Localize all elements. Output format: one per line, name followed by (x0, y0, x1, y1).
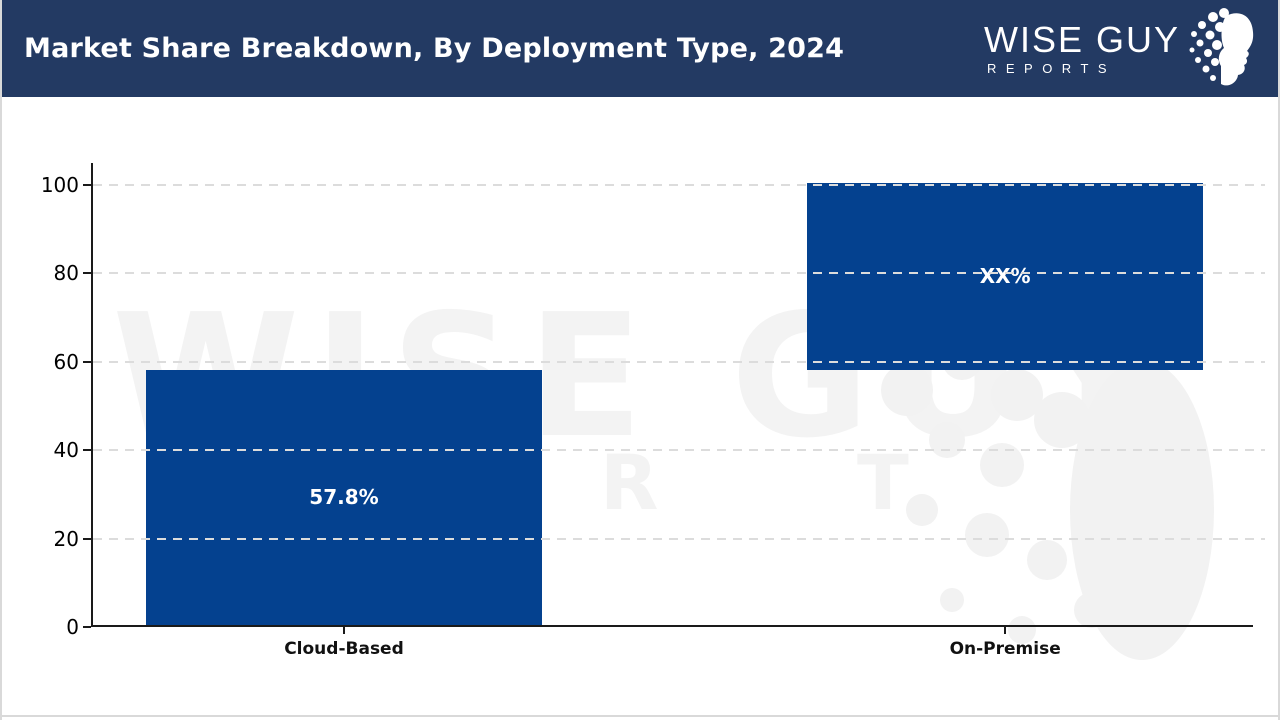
bar-value-label: XX% (979, 264, 1031, 289)
gridline (93, 272, 1265, 275)
chart-title: Market Share Breakdown, By Deployment Ty… (24, 33, 845, 64)
brand-wordmark: WISE GUY REPORTS (983, 18, 1180, 76)
y-axis-tick (83, 449, 91, 452)
bar-value-label: 57.8% (309, 485, 379, 510)
brand-face-icon (1189, 7, 1254, 85)
brand-logo: WISE GUY REPORTS (983, 7, 1254, 90)
gridline (93, 360, 1265, 363)
plot-area: 0 20 40 60 80 100 57.8% Cloud-Based XX% On-Premis… (41, 163, 1265, 659)
y-axis-tick (83, 537, 91, 540)
gridline (93, 537, 1265, 540)
y-axis-tick (83, 360, 91, 363)
y-axis-tick-label: 80 (53, 261, 79, 286)
x-axis-tick (1004, 627, 1007, 634)
y-axis-tick (83, 626, 91, 628)
y-axis-tick-label: 40 (53, 438, 79, 463)
x-axis-category-label: On-Premise (949, 639, 1061, 659)
x-axis-category-label: Cloud-Based (284, 639, 404, 659)
y-axis-tick (83, 272, 91, 275)
bar-cloud-based: 57.8% (145, 369, 542, 625)
brand-reports-label: REPORTS (986, 60, 1117, 76)
y-axis-tick-label: 20 (53, 526, 79, 551)
gridline (93, 184, 1265, 187)
header-banner: Market Share Breakdown, By Deployment Ty… (2, 0, 1278, 97)
brand-name: WISE GUY (983, 18, 1180, 60)
y-axis-tick-label: 0 (66, 615, 79, 639)
bar-on-premise: XX% (807, 183, 1204, 370)
gridline (93, 449, 1265, 452)
x-axis-tick (342, 627, 345, 634)
y-axis-tick (83, 184, 91, 187)
y-axis-tick-label: 100 (40, 173, 79, 198)
y-axis-tick-label: 60 (53, 349, 79, 374)
